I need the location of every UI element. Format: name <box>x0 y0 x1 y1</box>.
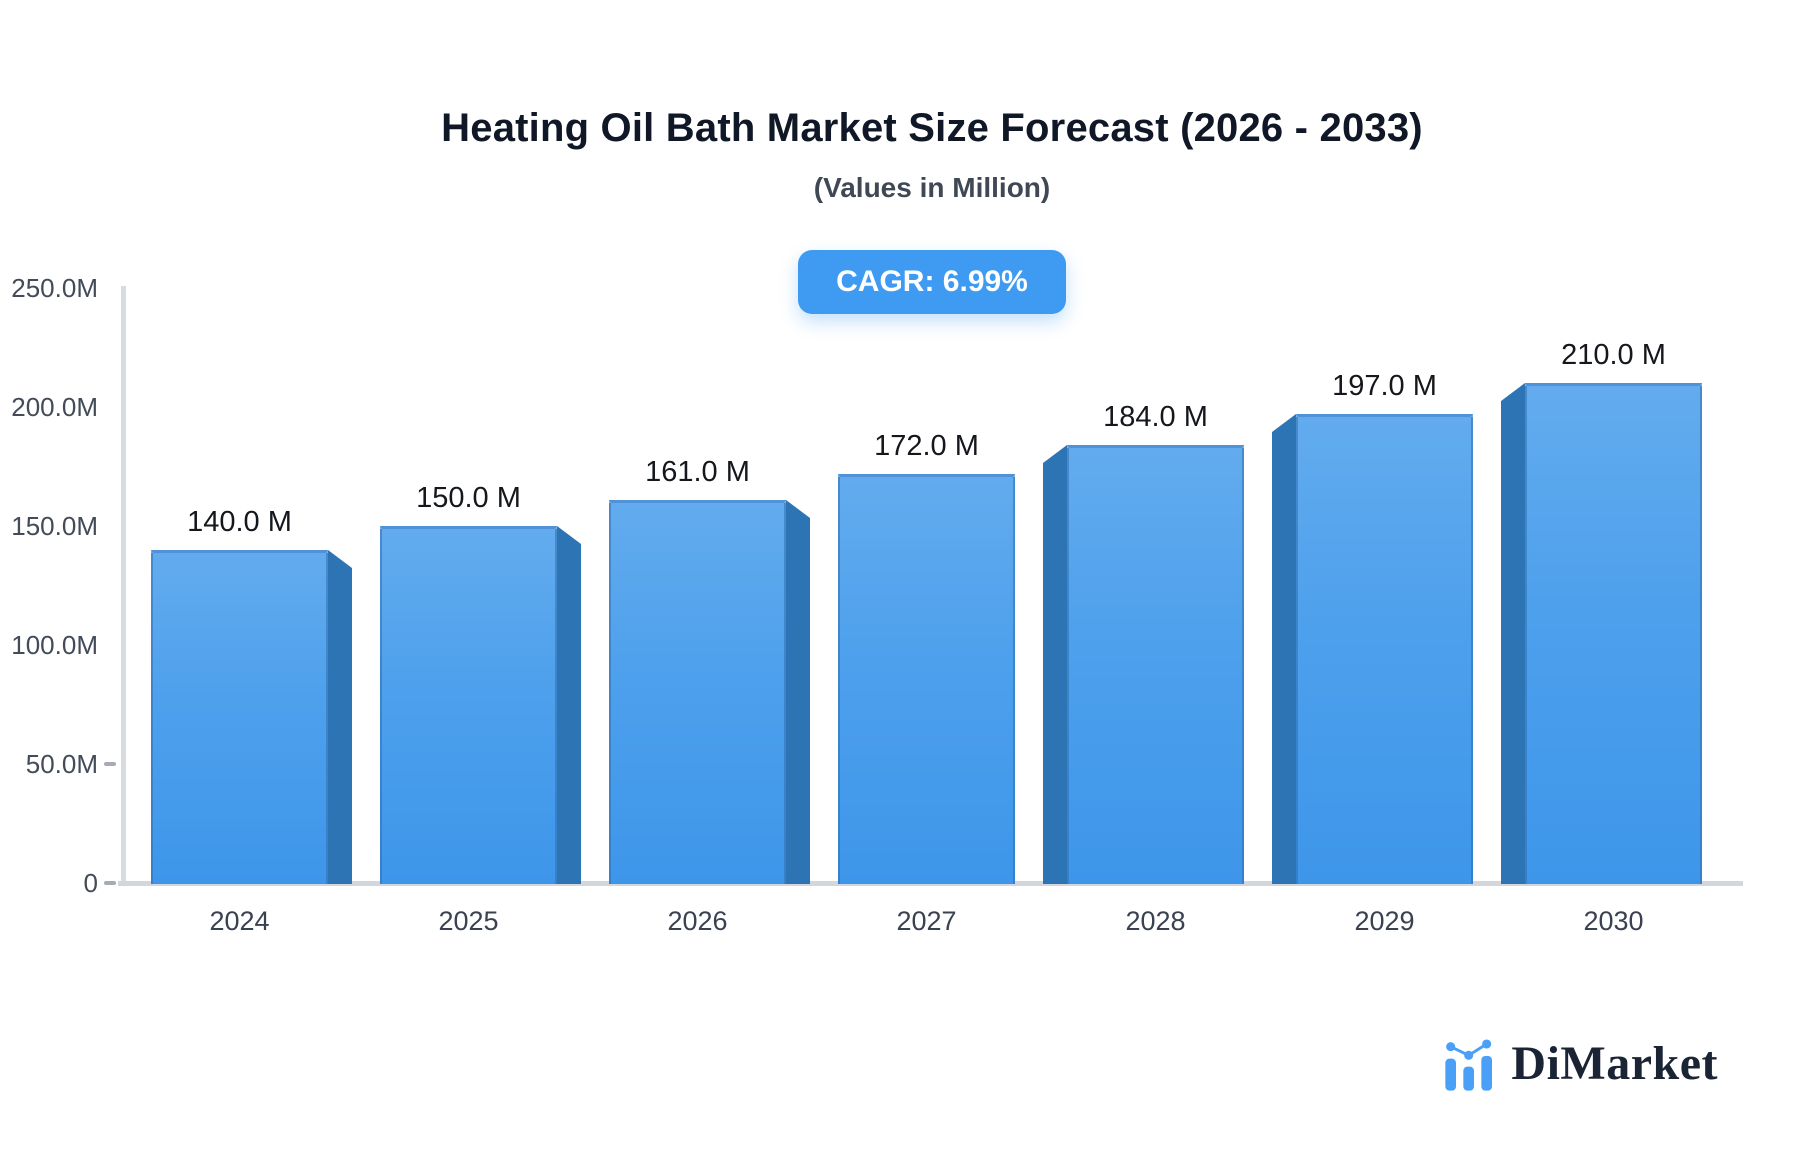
x-axis-tick-label: 2029 <box>1354 906 1415 936</box>
bar-face <box>1525 383 1702 884</box>
y-axis-tick-label: 250.0M <box>11 273 98 303</box>
x-axis-tick-label: 2025 <box>438 906 499 936</box>
cagr-badge-row: CAGR: 6.99% <box>121 250 1743 314</box>
bar-value-label: 210.0 M <box>1561 339 1666 371</box>
chart-title: Heating Oil Bath Market Size Forecast (2… <box>441 106 1423 150</box>
bar-3d-side <box>1501 383 1525 884</box>
bar-value-label: 172.0 M <box>874 430 979 462</box>
y-axis-tick-mark <box>104 881 116 885</box>
bar-3d-side <box>328 550 352 884</box>
x-axis-tick-label: 2030 <box>1583 906 1644 936</box>
bar-face <box>609 500 786 884</box>
y-axis-tick-label: 200.0M <box>11 392 98 422</box>
bar-3d-side <box>1272 414 1296 884</box>
bar-face <box>380 526 557 884</box>
bar-value-label: 161.0 M <box>645 456 750 488</box>
y-axis-tick-label: 100.0M <box>11 630 98 660</box>
bar-face <box>1296 414 1473 884</box>
bar-face <box>151 550 328 884</box>
bar-face <box>838 474 1015 884</box>
chart-subtitle: (Values in Million) <box>813 172 1051 203</box>
bar-3d-side <box>557 526 581 884</box>
bar-value-label: 150.0 M <box>416 482 521 514</box>
x-axis-tick-label: 2028 <box>1125 906 1186 936</box>
bar-value-label: 140.0 M <box>187 506 292 538</box>
cagr-badge: CAGR: 6.99% <box>798 250 1066 314</box>
x-axis-tick-label: 2024 <box>209 906 270 936</box>
logo-text: DiMarket <box>1511 1037 1718 1090</box>
x-axis-tick-label: 2027 <box>896 906 957 936</box>
mini-bar-chart-icon <box>1445 1039 1493 1091</box>
y-axis-line <box>121 286 126 886</box>
y-axis-tick-label: 50.0M <box>25 749 98 779</box>
y-axis-tick-label: 0 <box>83 868 98 898</box>
bar-face <box>1067 445 1244 884</box>
bar-value-label: 197.0 M <box>1332 370 1437 402</box>
bar-3d-side <box>786 500 810 884</box>
bar-3d-side <box>1043 445 1067 884</box>
bar-value-label: 184.0 M <box>1103 401 1208 433</box>
y-axis-tick-mark <box>104 762 116 766</box>
x-axis-tick-label: 2026 <box>667 906 728 936</box>
y-axis-tick-label: 150.0M <box>11 511 98 541</box>
dimarket-logo: DiMarket <box>1443 1036 1718 1092</box>
